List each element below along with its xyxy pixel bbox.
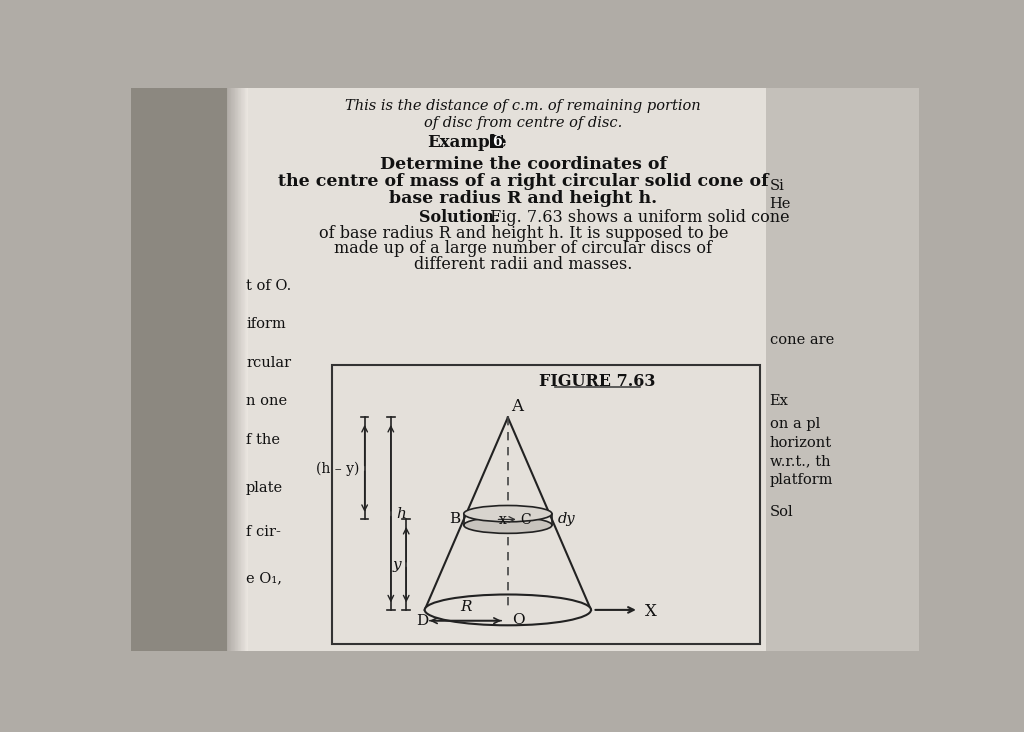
Text: different radii and masses.: different radii and masses. bbox=[414, 255, 633, 273]
Text: iform: iform bbox=[246, 317, 286, 332]
Text: C: C bbox=[520, 513, 530, 527]
Text: O: O bbox=[512, 613, 525, 627]
Text: cone are: cone are bbox=[770, 333, 834, 347]
Text: Si: Si bbox=[770, 179, 784, 193]
Text: w.r.t., th: w.r.t., th bbox=[770, 455, 830, 468]
Text: f the: f the bbox=[246, 433, 280, 447]
Text: horizont: horizont bbox=[770, 436, 831, 450]
Text: Fig. 7.63 shows a uniform solid cone: Fig. 7.63 shows a uniform solid cone bbox=[484, 209, 790, 226]
Text: of base radius R and height h. It is supposed to be: of base radius R and height h. It is sup… bbox=[318, 225, 728, 242]
Text: D: D bbox=[417, 613, 428, 628]
Text: FIGURE 7.63: FIGURE 7.63 bbox=[539, 373, 655, 389]
Text: rcular: rcular bbox=[246, 356, 291, 370]
Bar bbox=[131, 88, 245, 651]
Text: platform: platform bbox=[770, 473, 834, 487]
Text: made up of a large number of circular discs of: made up of a large number of circular di… bbox=[334, 240, 713, 258]
Text: 6: 6 bbox=[492, 135, 502, 149]
Text: h: h bbox=[396, 507, 407, 520]
Text: dy: dy bbox=[557, 512, 574, 526]
Text: This is the distance of c.m. of remaining portion: This is the distance of c.m. of remainin… bbox=[345, 100, 701, 113]
Text: (h – y): (h – y) bbox=[315, 461, 359, 476]
Text: base radius R and height h.: base radius R and height h. bbox=[389, 190, 657, 207]
Ellipse shape bbox=[464, 517, 552, 534]
Text: t of O.: t of O. bbox=[246, 279, 291, 293]
Text: R: R bbox=[461, 600, 472, 613]
Ellipse shape bbox=[425, 594, 591, 625]
Text: x: x bbox=[500, 513, 507, 527]
Ellipse shape bbox=[464, 506, 552, 522]
Text: Determine the coordinates of: Determine the coordinates of bbox=[380, 156, 667, 173]
Text: Sol: Sol bbox=[770, 505, 794, 519]
Text: He: He bbox=[770, 197, 791, 211]
Text: plate: plate bbox=[246, 480, 284, 495]
Bar bbox=[766, 88, 920, 651]
Text: B: B bbox=[450, 512, 461, 526]
Text: Solution.: Solution. bbox=[419, 209, 500, 226]
Text: e O₁,: e O₁, bbox=[246, 572, 282, 586]
Bar bbox=[226, 88, 773, 651]
Text: X: X bbox=[645, 603, 656, 620]
Text: of disc from centre of disc.: of disc from centre of disc. bbox=[424, 116, 623, 130]
Text: on a pl: on a pl bbox=[770, 417, 820, 431]
Text: Example: Example bbox=[427, 134, 507, 151]
Text: Ex: Ex bbox=[770, 395, 788, 408]
Text: A: A bbox=[511, 398, 523, 415]
Bar bbox=[490, 135, 503, 148]
Text: n one: n one bbox=[246, 395, 287, 408]
Text: y: y bbox=[392, 558, 400, 572]
Text: f cir-: f cir- bbox=[246, 525, 281, 539]
Bar bbox=[333, 365, 760, 643]
Text: the centre of mass of a right circular solid cone of: the centre of mass of a right circular s… bbox=[278, 173, 769, 190]
